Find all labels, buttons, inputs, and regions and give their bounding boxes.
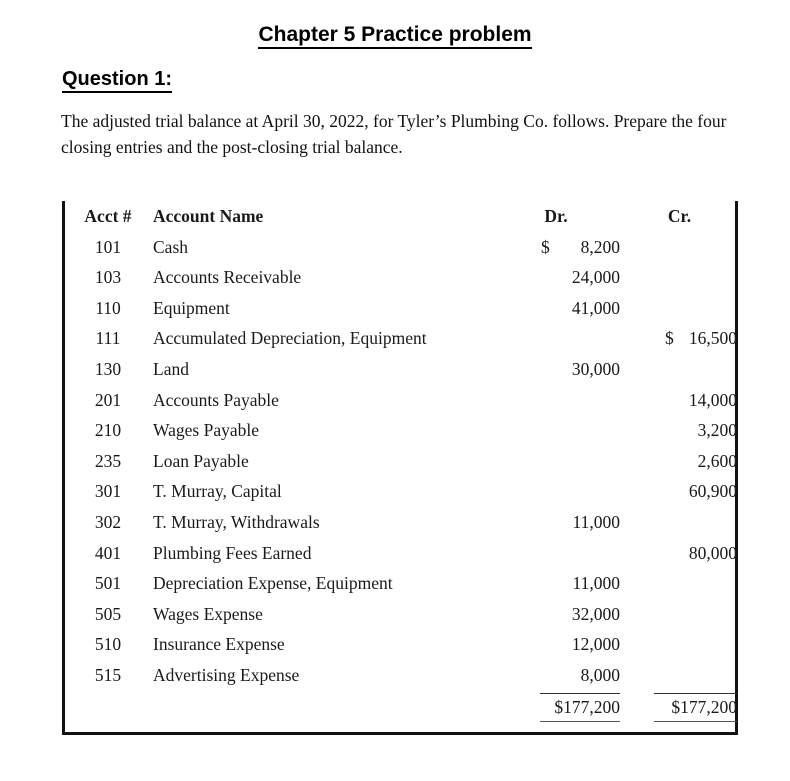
table-row: 130 Land 30,000 bbox=[62, 354, 738, 385]
cell-debit-amount: 8,200 bbox=[580, 236, 620, 257]
cell-account-number: 130 bbox=[94, 358, 122, 379]
cell-account-name: T. Murray, Withdrawals bbox=[153, 511, 320, 532]
column-header-acct: Acct # bbox=[84, 206, 132, 226]
table-row: 101 Cash $8,200 bbox=[62, 232, 738, 263]
table-row: 401 Plumbing Fees Earned 80,000 bbox=[62, 538, 738, 569]
cell-account-name: Depreciation Expense, Equipment bbox=[153, 573, 393, 594]
cell-account-number: 515 bbox=[94, 664, 122, 685]
cell-account-number: 201 bbox=[94, 389, 122, 410]
table-bottom-border bbox=[62, 732, 738, 735]
table-row: 510 Insurance Expense 12,000 bbox=[62, 629, 738, 660]
cell-debit-amount: 12,000 bbox=[571, 634, 620, 655]
cell-debit-amount: 11,000 bbox=[572, 573, 620, 594]
cell-account-number: 302 bbox=[94, 511, 122, 532]
table-row: 515 Advertising Expense 8,000 bbox=[62, 660, 738, 691]
table-row: 110 Equipment 41,000 bbox=[62, 293, 738, 324]
cell-account-name: Insurance Expense bbox=[153, 634, 285, 655]
page-title: Chapter 5 Practice problem bbox=[0, 23, 790, 49]
cell-account-number: 235 bbox=[94, 450, 122, 471]
table-row: 111 Accumulated Depreciation, Equipment $1… bbox=[62, 323, 738, 354]
cell-account-name: Loan Payable bbox=[153, 450, 249, 471]
cell-debit-amount: 30,000 bbox=[571, 358, 620, 379]
cell-credit-amount: 80,000 bbox=[688, 542, 737, 563]
cell-debit-amount: 11,000 bbox=[572, 511, 620, 532]
column-header-debit: Dr. bbox=[544, 206, 568, 226]
table-header-row: Acct # Account Name Dr. Cr. bbox=[62, 201, 738, 232]
cell-debit-amount: 8,000 bbox=[580, 664, 620, 685]
column-header-credit: Cr. bbox=[667, 206, 692, 226]
cell-account-name: Wages Payable bbox=[153, 420, 259, 441]
cell-account-name: Accounts Receivable bbox=[153, 267, 302, 288]
cell-credit-amount: 60,900 bbox=[688, 481, 737, 502]
cell-credit-amount: 3,200 bbox=[697, 420, 737, 441]
trial-balance-table: Acct # Account Name Dr. Cr. 101 Cash $8,20… bbox=[62, 201, 738, 735]
cell-account-number: 110 bbox=[95, 297, 121, 318]
cell-account-number: 210 bbox=[94, 420, 122, 441]
cell-debit-amount: 41,000 bbox=[571, 297, 620, 318]
cell-account-number: 510 bbox=[94, 634, 122, 655]
table-totals-row: $177,200 $177,200 bbox=[62, 691, 738, 722]
page-title-text: Chapter 5 Practice problem bbox=[258, 23, 532, 49]
table-left-border bbox=[62, 201, 65, 732]
table-row: 501 Depreciation Expense, Equipment 11,000 bbox=[62, 568, 738, 599]
table-right-border bbox=[735, 201, 738, 732]
cell-account-name: Land bbox=[153, 358, 189, 379]
cell-credit-amount: 16,500 bbox=[688, 328, 737, 349]
table-row: 505 Wages Expense 32,000 bbox=[62, 599, 738, 630]
cell-account-name: Accounts Payable bbox=[153, 389, 279, 410]
question-heading-text: Question 1: bbox=[62, 68, 173, 93]
table-body: Acct # Account Name Dr. Cr. 101 Cash $8,20… bbox=[62, 201, 738, 722]
cell-account-number: 301 bbox=[94, 481, 122, 502]
total-credit-amount: $177,200 bbox=[654, 692, 737, 722]
currency-symbol-debit: $ bbox=[541, 236, 550, 257]
cell-account-number: 501 bbox=[94, 573, 122, 594]
cell-account-name: Wages Expense bbox=[153, 603, 263, 624]
cell-credit-amount: 14,000 bbox=[688, 389, 737, 410]
table-row: 235 Loan Payable 2,600 bbox=[62, 446, 738, 477]
table-row: 103 Accounts Receivable 24,000 bbox=[62, 262, 738, 293]
currency-symbol-credit: $ bbox=[665, 328, 674, 349]
cell-account-name: Advertising Expense bbox=[153, 664, 300, 685]
question-prompt: The adjusted trial balance at April 30, … bbox=[61, 111, 727, 157]
cell-account-name: Accumulated Depreciation, Equipment bbox=[153, 328, 427, 349]
table-row: 301 T. Murray, Capital 60,900 bbox=[62, 476, 738, 507]
cell-account-name: Cash bbox=[153, 236, 188, 257]
cell-account-number: 111 bbox=[95, 328, 121, 349]
cell-debit-amount: 32,000 bbox=[571, 603, 620, 624]
total-debit-amount: $177,200 bbox=[540, 692, 620, 722]
table-row: 302 T. Murray, Withdrawals 11,000 bbox=[62, 507, 738, 538]
cell-account-name: Plumbing Fees Earned bbox=[153, 542, 312, 563]
table-row: 201 Accounts Payable 14,000 bbox=[62, 385, 738, 416]
cell-debit-amount: 24,000 bbox=[571, 267, 620, 288]
cell-account-name: T. Murray, Capital bbox=[153, 481, 282, 502]
cell-account-number: 101 bbox=[94, 236, 122, 257]
cell-account-name: Equipment bbox=[153, 297, 230, 318]
column-header-account-name: Account Name bbox=[153, 206, 264, 226]
cell-account-number: 505 bbox=[94, 603, 122, 624]
cell-account-number: 401 bbox=[94, 542, 122, 563]
cell-credit-amount: 2,600 bbox=[697, 450, 737, 471]
cell-account-number: 103 bbox=[94, 267, 122, 288]
question-heading: Question 1: bbox=[62, 68, 173, 93]
table-row: 210 Wages Payable 3,200 bbox=[62, 415, 738, 446]
